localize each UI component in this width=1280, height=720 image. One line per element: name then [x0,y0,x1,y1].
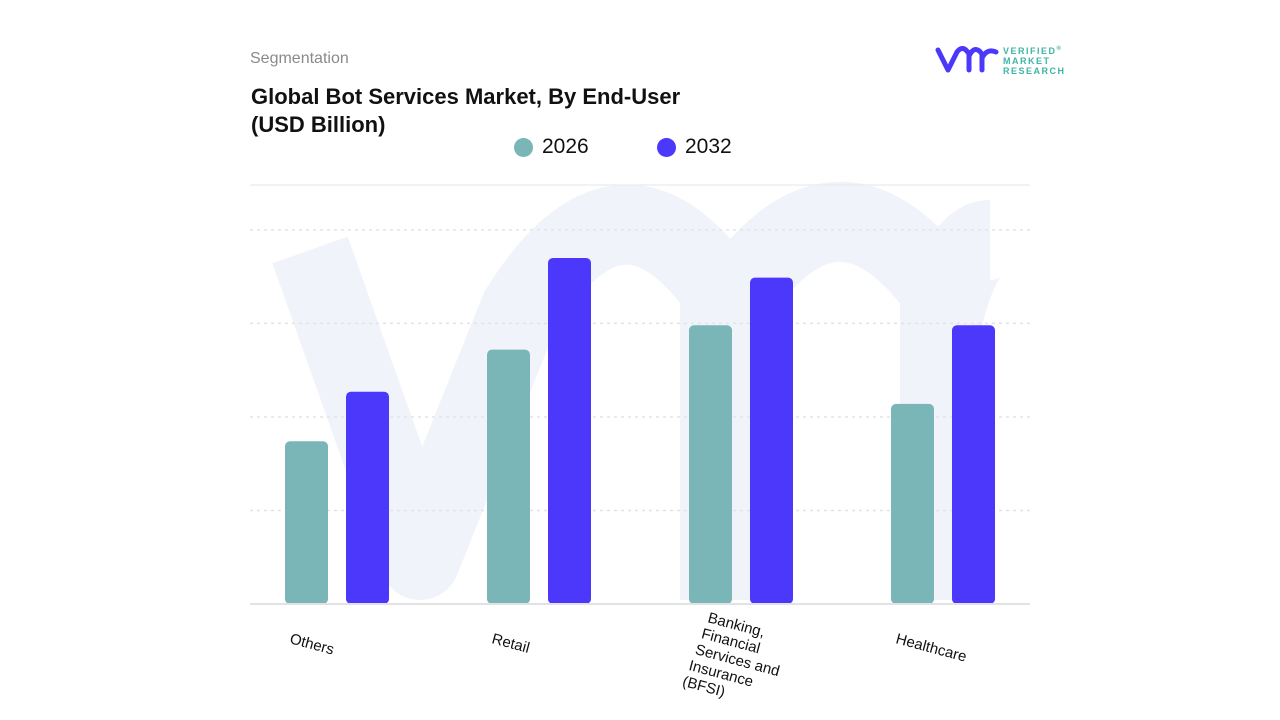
bar-2032-0 [346,391,389,604]
watermark-vmr [272,181,1004,600]
bar-2032-1 [548,257,591,604]
legend-label-2032: 2032 [685,135,732,158]
vmr-logo-mark-icon [935,46,999,73]
bar-2026-0 [285,441,328,604]
x-tick-label: Retail [490,630,531,656]
bar-2026-3 [891,403,934,604]
chart-title: Global Bot Services Market, By End-User (… [251,83,771,139]
logo-text: VERIFIED® MARKET RESEARCH [1003,46,1066,76]
bar-2032-2 [750,277,793,604]
vmr-logo: VERIFIED® MARKET RESEARCH [935,44,1066,76]
bar-2026-1 [487,349,530,604]
x-tick-label: Others [288,630,336,658]
title-line-2: (USD Billion) [251,112,386,137]
legend-swatch-2032 [657,137,676,157]
x-tick-label: Healthcare [894,630,968,665]
bar-2032-3 [952,325,995,604]
legend-label-2026: 2026 [542,135,589,158]
legend-swatch-2026 [514,137,533,157]
legend-item-2032: 2032 [657,135,732,159]
title-line-1: Global Bot Services Market, By End-User [251,84,681,109]
bar-2026-2 [689,325,732,604]
x-tick-label: Banking,FinancialServices andInsurance(B… [681,607,791,713]
section-label: Segmentation [250,50,349,67]
legend-item-2026: 2026 [514,135,589,159]
